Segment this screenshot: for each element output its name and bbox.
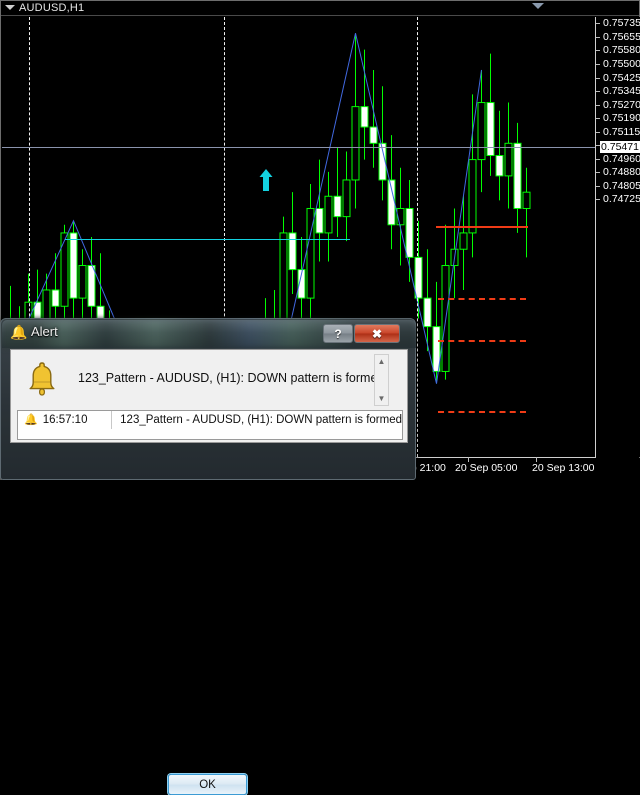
time-tick [536, 457, 537, 462]
triangle-down-icon[interactable] [5, 5, 15, 10]
target-3[interactable] [438, 411, 526, 413]
close-icon: ✖ [371, 326, 383, 341]
price-tick [596, 91, 600, 92]
price-tick [596, 118, 600, 119]
bell-large-icon [29, 362, 55, 396]
period-separator-3 [417, 17, 418, 457]
price-label: 0.74880 [603, 166, 640, 178]
price-scale[interactable]: 0.75735 0.75655 0.75580 0.75500 0.75425 0.753… [596, 17, 640, 457]
price-tick [596, 145, 600, 146]
alert-dialog-title: Alert [31, 324, 58, 339]
price-label: 0.75580 [603, 44, 640, 57]
price-label: 0.74725 [603, 193, 640, 205]
alert-message-pane: 123_Pattern - AUDUSD, (H1): DOWN pattern… [12, 351, 391, 407]
price-tick [596, 23, 600, 25]
log-time-value: 16:57:10 [42, 414, 88, 426]
alert-dialog-body: 123_Pattern - AUDUSD, (H1): DOWN pattern… [10, 349, 408, 443]
price-label: 0.75345 [603, 85, 640, 97]
price-label: 0.74805 [603, 179, 640, 192]
resistance-cyan-1[interactable] [65, 239, 350, 240]
support-red[interactable] [436, 226, 528, 228]
price-tick [596, 37, 600, 38]
time-label: 20 Sep 13:00 [532, 462, 595, 474]
price-tick [596, 158, 600, 160]
price-label: 0.74960 [603, 152, 640, 165]
price-label: 0.75190 [603, 112, 640, 124]
scroll-up-icon[interactable]: ▲ [377, 357, 386, 366]
arrow-up-icon [259, 169, 273, 191]
price-tick [596, 172, 600, 173]
price-tick [596, 64, 600, 65]
time-tick [468, 457, 469, 462]
chart-window-title: AUDUSD,H1 [19, 2, 85, 14]
log-message-cell: 123_Pattern - AUDUSD, (H1): DOWN pattern… [120, 414, 402, 426]
metatrader-screen: AUDUSD,H1 0.75735 0.75655 0.75580 0.75500 0.… [0, 0, 640, 480]
price-tick [596, 77, 600, 79]
price-label: 0.75270 [603, 98, 640, 111]
bell-icon: 🔔 [10, 324, 28, 340]
crosshair-horizontal [2, 147, 595, 148]
alert-log-list[interactable]: 🔔 16:57:10 123_Pattern - AUDUSD, (H1): D… [17, 410, 403, 440]
help-button-label: ? [334, 326, 342, 341]
alert-message-text: 123_Pattern - AUDUSD, (H1): DOWN pattern… [78, 371, 385, 385]
alert-dialog[interactable]: 🔔 Alert ? ✖ 123_Pattern - AUDUSD, (H1): … [0, 318, 416, 795]
period-separator-2 [224, 17, 225, 457]
ok-button[interactable]: OK [168, 774, 247, 795]
price-tick [596, 131, 600, 133]
message-scrollbar[interactable]: ▲ ▼ [374, 354, 389, 406]
log-time-cell: 🔔 16:57:10 [18, 411, 113, 429]
price-label: 0.75425 [603, 71, 640, 84]
plot-right-border [595, 17, 596, 457]
period-separator-1 [29, 17, 30, 457]
price-tick [596, 185, 600, 187]
price-tick [596, 199, 600, 200]
chart-titlebar: AUDUSD,H1 [1, 1, 639, 16]
help-button[interactable]: ? [323, 324, 353, 343]
current-price-label: 0.75471 [600, 141, 640, 153]
price-label: 0.75500 [603, 58, 640, 70]
table-row[interactable]: 🔔 16:57:10 123_Pattern - AUDUSD, (H1): D… [18, 411, 402, 429]
scroll-down-icon[interactable]: ▼ [377, 394, 386, 403]
price-label: 0.75655 [603, 31, 640, 43]
price-tick [596, 50, 600, 52]
time-label: 20 Sep 05:00 [455, 462, 518, 474]
price-tick [596, 104, 600, 106]
target-2[interactable] [438, 340, 526, 342]
bell-small-icon: 🔔 [24, 413, 38, 426]
target-1[interactable] [438, 298, 526, 300]
price-label: 0.75115 [603, 125, 640, 138]
price-label: 0.75735 [603, 17, 640, 30]
alert-dialog-frame: 🔔 Alert ? ✖ 123_Pattern - AUDUSD, (H1): … [0, 318, 416, 795]
close-button[interactable]: ✖ [354, 324, 400, 343]
window-marker-icon[interactable] [532, 3, 544, 9]
ok-button-label: OK [199, 778, 216, 791]
